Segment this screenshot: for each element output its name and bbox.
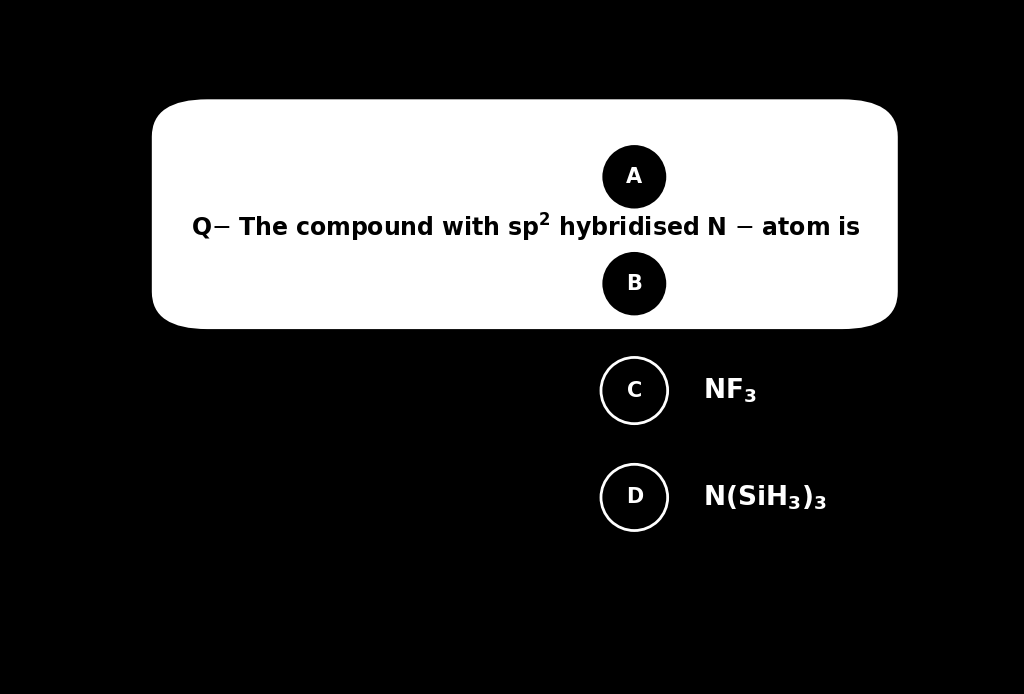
Text: $\mathbf{NF_3}$: $\mathbf{NF_3}$ [703, 376, 757, 405]
Text: A: A [627, 167, 642, 187]
Text: $\mathbf{NCl_3}$: $\mathbf{NCl_3}$ [703, 269, 767, 298]
Ellipse shape [601, 357, 668, 423]
Text: D: D [626, 487, 643, 507]
Text: $\mathbf{N(tBu)_3}$: $\mathbf{N(tBu)_3}$ [703, 162, 815, 191]
Ellipse shape [601, 144, 668, 210]
Text: B: B [627, 273, 642, 294]
Ellipse shape [601, 251, 668, 316]
Text: $\mathbf{Q\mathrm{-}\ The\ compound\ with\ sp^2\ hybridised\ N\ \mathrm{-}\ atom: $\mathbf{Q\mathrm{-}\ The\ compound\ wit… [191, 212, 861, 244]
Text: C: C [627, 380, 642, 400]
FancyBboxPatch shape [152, 99, 898, 329]
Text: $\mathbf{N(SiH_3)_3}$: $\mathbf{N(SiH_3)_3}$ [703, 483, 827, 511]
Ellipse shape [601, 464, 668, 530]
